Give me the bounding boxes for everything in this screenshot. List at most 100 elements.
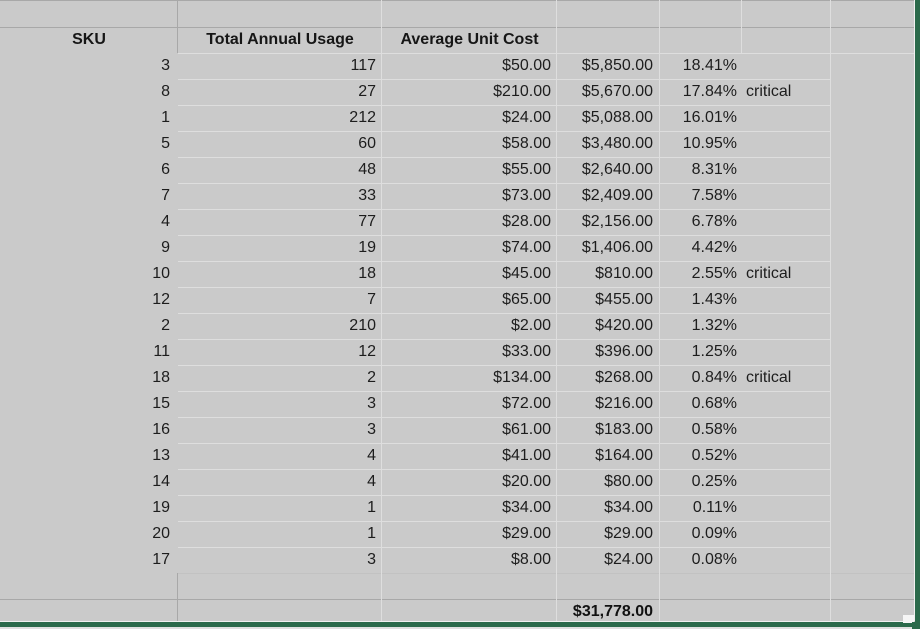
cell-annual-value[interactable]: $2,156.00 [581, 213, 653, 230]
cell-unit-cost[interactable]: $134.00 [493, 369, 551, 386]
cell-sku[interactable]: 3 [161, 57, 170, 74]
cell-unit-cost[interactable]: $28.00 [502, 213, 551, 230]
cell-sku[interactable]: 14 [152, 473, 170, 490]
cell-unit-cost[interactable]: $74.00 [502, 239, 551, 256]
cell-annual-value[interactable]: $396.00 [595, 343, 653, 360]
cell-note[interactable] [742, 287, 916, 313]
cell-sku[interactable]: 12 [152, 291, 170, 308]
cell-usage[interactable]: 48 [358, 161, 376, 178]
cell-sku[interactable]: 2 [161, 317, 170, 334]
cell-note[interactable]: critical [746, 369, 792, 386]
cell-note[interactable] [742, 339, 916, 365]
cell-percent[interactable]: 1.43% [691, 291, 737, 308]
cell-usage[interactable]: 19 [358, 239, 376, 256]
header-empty-f[interactable] [742, 27, 916, 53]
cell-unit-cost[interactable]: $61.00 [502, 421, 551, 438]
cell-percent[interactable]: 16.01% [682, 109, 737, 126]
cell-usage[interactable]: 2 [367, 369, 376, 386]
cell-percent[interactable]: 8.31% [691, 161, 737, 178]
cell-annual-value[interactable]: $5,850.00 [581, 57, 653, 74]
cell-note[interactable] [742, 443, 916, 469]
cell-percent[interactable]: 2.55% [691, 265, 737, 282]
header-usage[interactable]: Total Annual Usage [206, 31, 354, 48]
cell-percent[interactable]: 1.25% [691, 343, 737, 360]
cell-usage[interactable]: 3 [367, 421, 376, 438]
cell-unit-cost[interactable]: $58.00 [502, 135, 551, 152]
cell-percent[interactable]: 0.08% [691, 551, 737, 568]
cell-usage[interactable]: 210 [349, 317, 376, 334]
cell-annual-value[interactable]: $810.00 [595, 265, 653, 282]
cell-sku[interactable]: 11 [153, 343, 170, 360]
cell-annual-value[interactable]: $5,088.00 [581, 109, 653, 126]
cell-unit-cost[interactable]: $45.00 [502, 265, 551, 282]
cell-usage[interactable]: 12 [358, 343, 376, 360]
fill-handle[interactable] [912, 622, 920, 629]
cell-note[interactable] [742, 417, 916, 443]
cell-percent[interactable]: 0.84% [691, 369, 737, 386]
cell-usage[interactable]: 77 [358, 213, 376, 230]
cell-percent[interactable]: 0.58% [691, 421, 737, 438]
cell-note[interactable] [742, 547, 916, 573]
cell-sku[interactable]: 15 [152, 395, 170, 412]
cell-note[interactable] [742, 469, 916, 495]
cell-percent[interactable]: 4.42% [691, 239, 737, 256]
cell-annual-value[interactable]: $164.00 [595, 447, 653, 464]
cell-sku[interactable]: 5 [161, 135, 170, 152]
header-unit-cost[interactable]: Average Unit Cost [400, 31, 539, 48]
cell-sku[interactable]: 16 [152, 421, 170, 438]
cell-annual-value[interactable]: $3,480.00 [581, 135, 653, 152]
cell-unit-cost[interactable]: $29.00 [502, 525, 551, 542]
cell-annual-value[interactable]: $183.00 [595, 421, 653, 438]
header-empty-e[interactable] [660, 27, 742, 53]
cell-note[interactable] [742, 209, 916, 235]
cell-annual-value[interactable]: $2,409.00 [581, 187, 653, 204]
cell-annual-value[interactable]: $80.00 [604, 473, 653, 490]
cell-annual-value[interactable]: $420.00 [595, 317, 653, 334]
cell-note[interactable]: critical [746, 265, 792, 282]
cell-annual-value[interactable]: $216.00 [595, 395, 653, 412]
cell-unit-cost[interactable]: $72.00 [502, 395, 551, 412]
cell-sku[interactable]: 10 [152, 265, 170, 282]
cell-unit-cost[interactable]: $24.00 [502, 109, 551, 126]
cell-note[interactable] [742, 131, 916, 157]
cell-unit-cost[interactable]: $8.00 [510, 551, 551, 568]
cell-annual-value[interactable]: $2,640.00 [581, 161, 653, 178]
cell-annual-value[interactable]: $34.00 [604, 499, 653, 516]
cell-unit-cost[interactable]: $34.00 [502, 499, 551, 516]
cell-percent[interactable]: 0.09% [691, 525, 737, 542]
cell-note[interactable] [742, 521, 916, 547]
cell-note[interactable]: critical [746, 83, 792, 100]
cell-unit-cost[interactable]: $50.00 [502, 57, 551, 74]
cell-sku[interactable]: 20 [152, 525, 170, 542]
cell-percent[interactable]: 0.25% [691, 473, 737, 490]
cell-unit-cost[interactable]: $2.00 [510, 317, 551, 334]
cell-unit-cost[interactable]: $55.00 [502, 161, 551, 178]
cell-percent[interactable]: 17.84% [682, 83, 737, 100]
cell-annual-value[interactable]: $29.00 [604, 525, 653, 542]
cell-percent[interactable]: 10.95% [682, 135, 737, 152]
header-empty-d[interactable] [557, 27, 660, 53]
cell-sku[interactable]: 8 [161, 83, 170, 100]
cell-sku[interactable]: 7 [161, 187, 170, 204]
cell-usage[interactable]: 7 [367, 291, 376, 308]
cell-usage[interactable]: 1 [367, 525, 376, 542]
cell-sku[interactable]: 4 [161, 213, 170, 230]
cell-percent[interactable]: 6.78% [691, 213, 737, 230]
header-sku[interactable]: SKU [72, 31, 106, 48]
cell-usage[interactable]: 27 [358, 83, 376, 100]
cell-usage[interactable]: 33 [358, 187, 376, 204]
cell-note[interactable] [742, 313, 916, 339]
cell-unit-cost[interactable]: $65.00 [502, 291, 551, 308]
cell-note[interactable] [742, 235, 916, 261]
cell-usage[interactable]: 60 [358, 135, 376, 152]
cell-usage[interactable]: 1 [367, 499, 376, 516]
cell-note[interactable] [742, 391, 916, 417]
cell-percent[interactable]: 0.68% [691, 395, 737, 412]
cell-usage[interactable]: 117 [350, 57, 376, 74]
cell-usage[interactable]: 4 [367, 447, 376, 464]
cell-annual-value[interactable]: $268.00 [595, 369, 653, 386]
cell-unit-cost[interactable]: $33.00 [502, 343, 551, 360]
cell-note[interactable] [742, 157, 916, 183]
cell-note[interactable] [742, 495, 916, 521]
cell-note[interactable] [742, 183, 916, 209]
